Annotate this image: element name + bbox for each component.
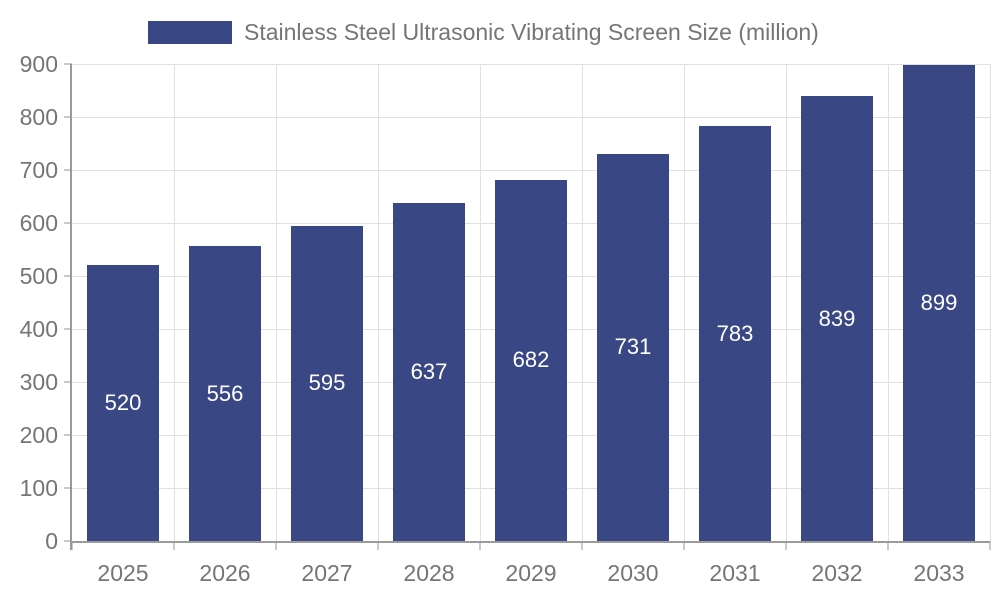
y-gridline <box>72 64 990 65</box>
x-axis-tick <box>785 541 787 550</box>
chart-legend[interactable]: Stainless Steel Ultrasonic Vibrating Scr… <box>148 20 819 44</box>
bar <box>699 126 771 541</box>
bar-value-label: 731 <box>614 334 652 360</box>
x-tick-label: 2025 <box>97 560 149 586</box>
x-axis-line <box>70 541 990 543</box>
y-tick-label: 200 <box>19 422 58 448</box>
bar-value-label: 682 <box>512 347 550 373</box>
y-tick-label: 500 <box>19 263 58 289</box>
y-axis-tick <box>64 275 72 277</box>
bar <box>189 246 261 541</box>
x-gridline <box>684 64 685 541</box>
y-axis-tick <box>64 540 72 542</box>
x-axis-tick <box>683 541 685 550</box>
y-axis-tick <box>64 169 72 171</box>
x-gridline <box>888 64 889 541</box>
x-axis-tick <box>479 541 481 550</box>
y-axis-tick <box>64 381 72 383</box>
bar-value-label: 899 <box>920 289 958 315</box>
y-axis-tick <box>64 116 72 118</box>
x-tick-label: 2030 <box>607 560 659 586</box>
x-tick-label: 2028 <box>403 560 455 586</box>
x-gridline <box>582 64 583 541</box>
x-tick-label: 2029 <box>505 560 557 586</box>
x-gridline <box>276 64 277 541</box>
x-gridline <box>480 64 481 541</box>
y-axis-line <box>70 64 72 550</box>
y-tick-label: 900 <box>19 51 58 77</box>
x-tick-label: 2027 <box>301 560 353 586</box>
y-gridline <box>72 170 990 171</box>
x-axis-tick <box>71 541 73 550</box>
y-tick-label: 300 <box>19 369 58 395</box>
x-gridline <box>786 64 787 541</box>
y-axis-tick <box>64 222 72 224</box>
x-tick-label: 2031 <box>709 560 761 586</box>
x-axis-tick <box>989 541 991 550</box>
y-axis-tick <box>64 328 72 330</box>
y-gridline <box>72 117 990 118</box>
bar-value-label: 637 <box>410 359 448 385</box>
bar <box>801 96 873 541</box>
x-axis-tick <box>581 541 583 550</box>
x-axis-tick <box>173 541 175 550</box>
bar-value-label: 783 <box>716 320 754 346</box>
y-tick-label: 0 <box>45 528 58 554</box>
x-axis-tick <box>377 541 379 550</box>
bar <box>597 153 669 541</box>
x-gridline <box>990 64 991 541</box>
x-tick-label: 2026 <box>199 560 251 586</box>
bar <box>291 225 363 541</box>
bar-value-label: 595 <box>308 370 346 396</box>
y-tick-label: 400 <box>19 316 58 342</box>
y-tick-label: 100 <box>19 475 58 501</box>
y-tick-label: 700 <box>19 157 58 183</box>
bar-value-label: 839 <box>818 305 856 331</box>
y-axis-tick <box>64 434 72 436</box>
x-axis-tick <box>275 541 277 550</box>
x-tick-label: 2032 <box>811 560 863 586</box>
bar <box>87 265 159 541</box>
bar-value-label: 520 <box>104 390 142 416</box>
legend-label[interactable]: Stainless Steel Ultrasonic Vibrating Scr… <box>244 19 819 45</box>
y-axis-tick <box>64 487 72 489</box>
y-tick-label: 800 <box>19 104 58 130</box>
x-axis-tick <box>887 541 889 550</box>
bar <box>393 203 465 541</box>
bar <box>495 179 567 541</box>
y-axis-tick <box>64 63 72 65</box>
legend-swatch[interactable] <box>148 20 232 44</box>
x-gridline <box>174 64 175 541</box>
x-tick-label: 2033 <box>913 560 965 586</box>
y-tick-label: 600 <box>19 210 58 236</box>
x-gridline <box>378 64 379 541</box>
bar-value-label: 556 <box>206 380 244 406</box>
bar <box>903 64 975 541</box>
